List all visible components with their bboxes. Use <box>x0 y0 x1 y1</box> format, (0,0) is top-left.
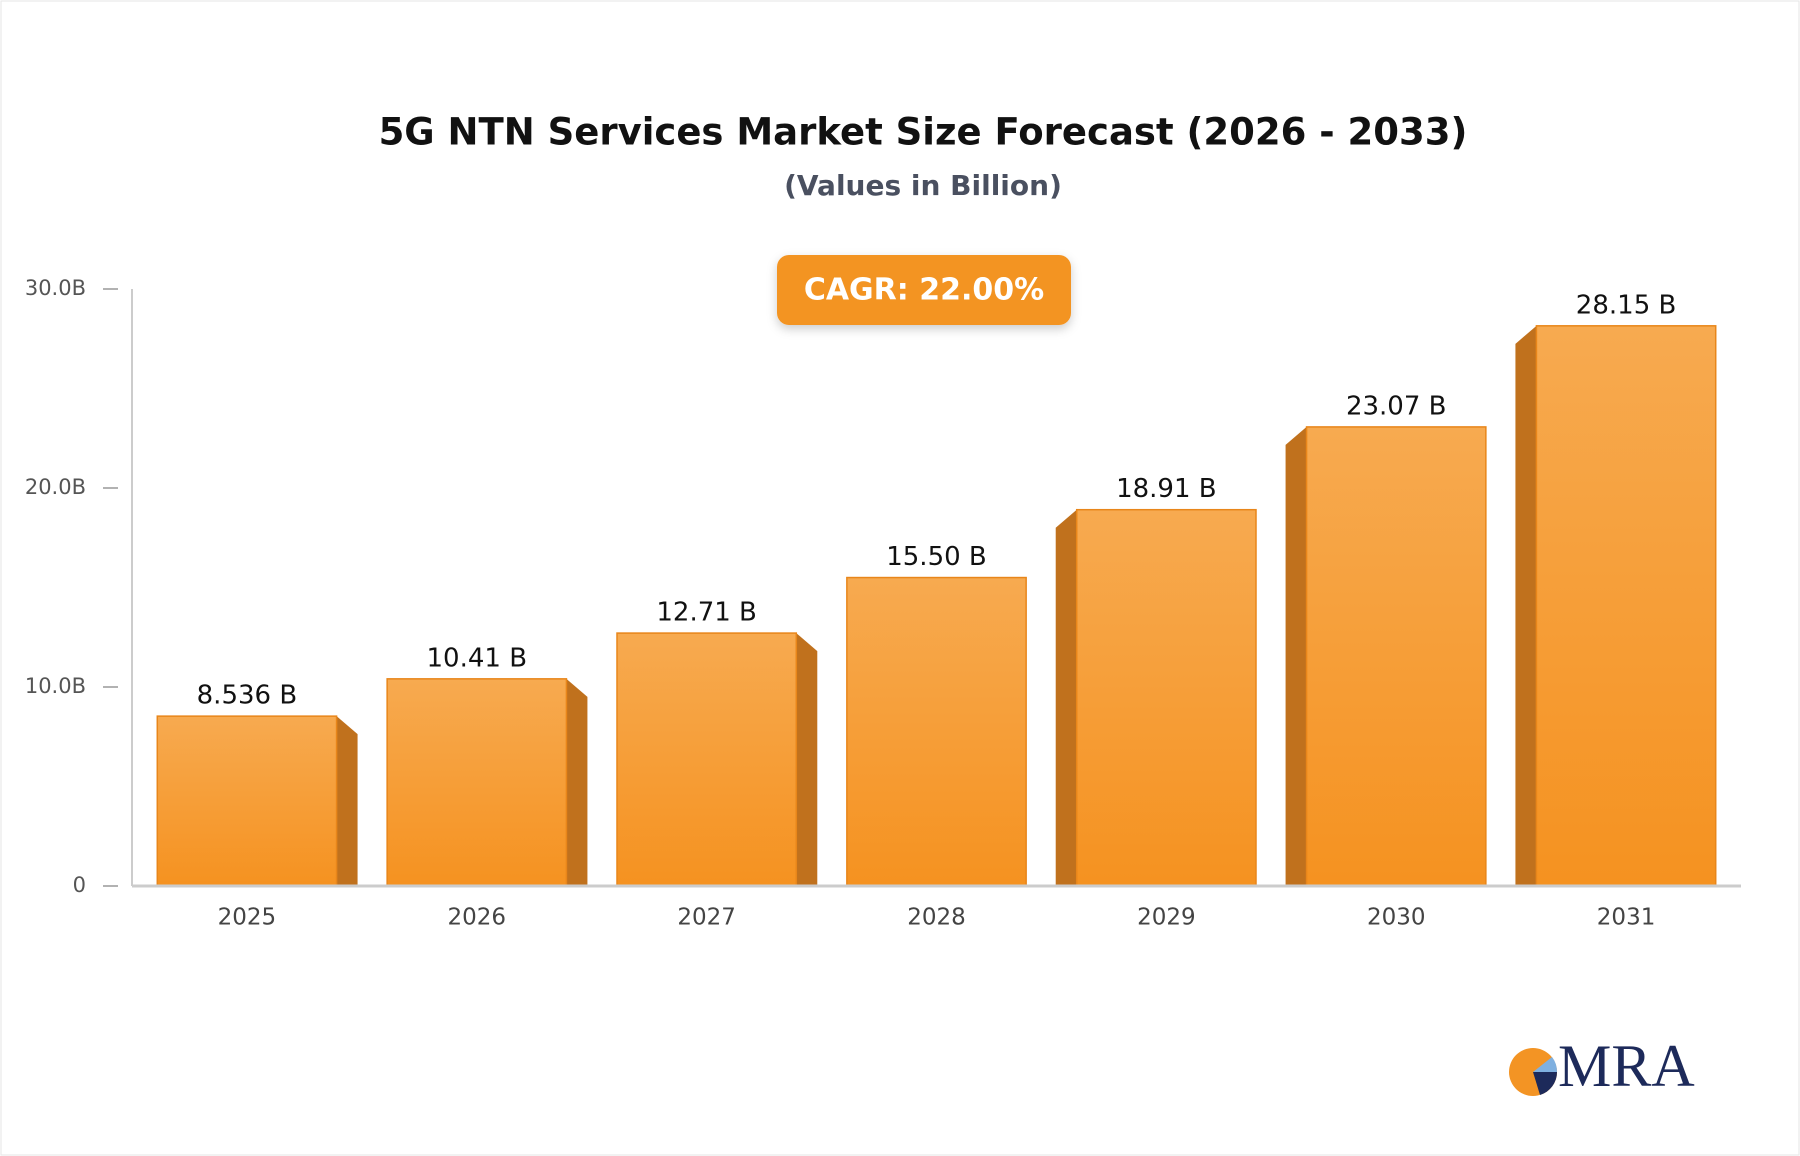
y-tick-label: 30.0B <box>25 276 86 300</box>
bar-side <box>1055 509 1077 886</box>
bar <box>846 576 1027 887</box>
value-label: 10.41 B <box>427 643 528 673</box>
value-label: 28.15 B <box>1576 290 1677 320</box>
value-label: 23.07 B <box>1346 391 1447 421</box>
bar <box>156 715 338 887</box>
bar <box>1075 508 1257 887</box>
cagr-box <box>777 255 1071 325</box>
y-tick-label: 10.0B <box>25 674 86 698</box>
logo-slice <box>1533 1057 1558 1072</box>
bar-side <box>566 678 588 886</box>
value-label: 12.71 B <box>656 598 757 628</box>
x-tick-label: 2029 <box>1137 905 1196 931</box>
y-tick-label: 20.0B <box>25 475 86 499</box>
x-tick-label: 2030 <box>1367 905 1426 931</box>
bar <box>1305 426 1487 887</box>
value-label: 8.536 B <box>197 681 298 711</box>
cagr-badge: CAGR: 22.00% <box>777 255 1071 325</box>
value-label: 18.91 B <box>1116 474 1217 504</box>
x-tick-label: 2028 <box>907 905 966 931</box>
logo-slice <box>1533 1072 1558 1095</box>
x-tick-label: 2025 <box>218 905 277 931</box>
x-tick-label: 2026 <box>448 905 507 931</box>
bar-side <box>336 716 358 886</box>
bar <box>616 632 798 887</box>
chart-subtitle: (Values in Billion) <box>784 169 1062 202</box>
bar-side <box>796 633 818 886</box>
cagr-text: CAGR: 22.00% <box>804 273 1044 308</box>
bar-side <box>1515 325 1537 886</box>
x-tick-label: 2031 <box>1597 905 1656 931</box>
x-tick-label: 2027 <box>677 905 736 931</box>
y-tick-label: 0 <box>73 873 86 897</box>
bar <box>1535 325 1717 887</box>
logo: MRA <box>1509 1033 1695 1099</box>
value-label: 15.50 B <box>886 542 987 572</box>
logo-text: MRA <box>1558 1033 1695 1099</box>
bar <box>386 678 568 887</box>
bar-side <box>1285 426 1307 886</box>
chart-title: 5G NTN Services Market Size Forecast (20… <box>379 111 1468 154</box>
